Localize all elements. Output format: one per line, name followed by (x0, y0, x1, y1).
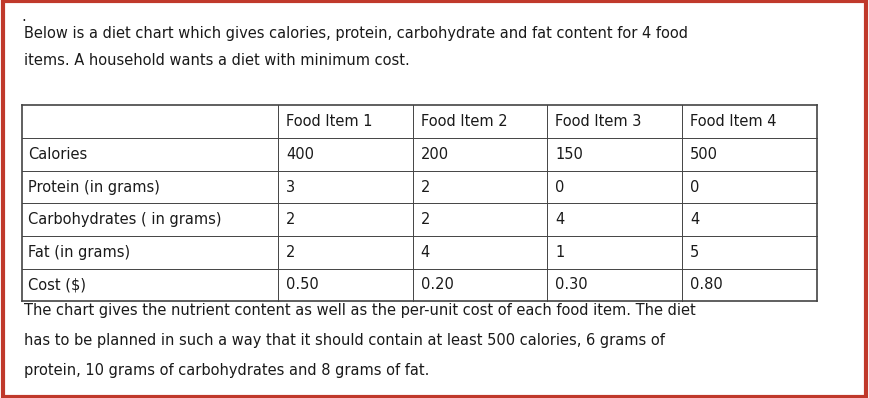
Text: ·: · (22, 14, 26, 29)
Text: Food Item 3: Food Item 3 (555, 114, 641, 129)
Text: 0: 0 (690, 179, 700, 195)
Text: protein, 10 grams of carbohydrates and 8 grams of fat.: protein, 10 grams of carbohydrates and 8… (24, 363, 429, 378)
Text: Below is a diet chart which gives calories, protein, carbohydrate and fat conten: Below is a diet chart which gives calori… (24, 26, 688, 41)
Text: 4: 4 (690, 212, 700, 227)
Text: 0.20: 0.20 (421, 277, 454, 293)
Text: Carbohydrates ( in grams): Carbohydrates ( in grams) (28, 212, 222, 227)
Text: items. A household wants a diet with minimum cost.: items. A household wants a diet with min… (24, 53, 410, 68)
Text: 5: 5 (690, 245, 700, 260)
Text: 0.80: 0.80 (690, 277, 723, 293)
Text: Fat (in grams): Fat (in grams) (28, 245, 130, 260)
Text: Protein (in grams): Protein (in grams) (28, 179, 160, 195)
Text: 4: 4 (421, 245, 430, 260)
Text: The chart gives the nutrient content as well as the per-unit cost of each food i: The chart gives the nutrient content as … (24, 303, 696, 318)
Text: 200: 200 (421, 147, 448, 162)
Text: 2: 2 (421, 212, 430, 227)
Text: 0.50: 0.50 (286, 277, 319, 293)
Text: Food Item 4: Food Item 4 (690, 114, 777, 129)
Text: 0: 0 (555, 179, 565, 195)
Text: 2: 2 (421, 179, 430, 195)
Text: Food Item 2: Food Item 2 (421, 114, 507, 129)
Text: has to be planned in such a way that it should contain at least 500 calories, 6 : has to be planned in such a way that it … (24, 333, 665, 348)
Text: Calories: Calories (28, 147, 87, 162)
Text: 2: 2 (286, 212, 295, 227)
Text: 0.30: 0.30 (555, 277, 588, 293)
Text: 4: 4 (555, 212, 565, 227)
Text: 2: 2 (286, 245, 295, 260)
Text: 3: 3 (286, 179, 295, 195)
Text: 500: 500 (690, 147, 718, 162)
Text: 150: 150 (555, 147, 583, 162)
Text: Food Item 1: Food Item 1 (286, 114, 373, 129)
Text: 1: 1 (555, 245, 565, 260)
Text: 400: 400 (286, 147, 314, 162)
Text: Cost ($): Cost ($) (28, 277, 86, 293)
